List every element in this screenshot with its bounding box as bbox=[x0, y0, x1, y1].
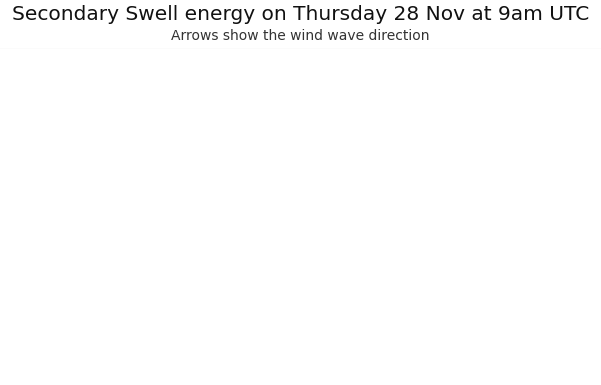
Text: cartopy required for map: cartopy required for map bbox=[197, 208, 404, 226]
Text: Arrows show the wind wave direction: Arrows show the wind wave direction bbox=[171, 30, 430, 44]
Text: Secondary Swell energy on Thursday 28 Nov at 9am UTC: Secondary Swell energy on Thursday 28 No… bbox=[12, 5, 589, 24]
